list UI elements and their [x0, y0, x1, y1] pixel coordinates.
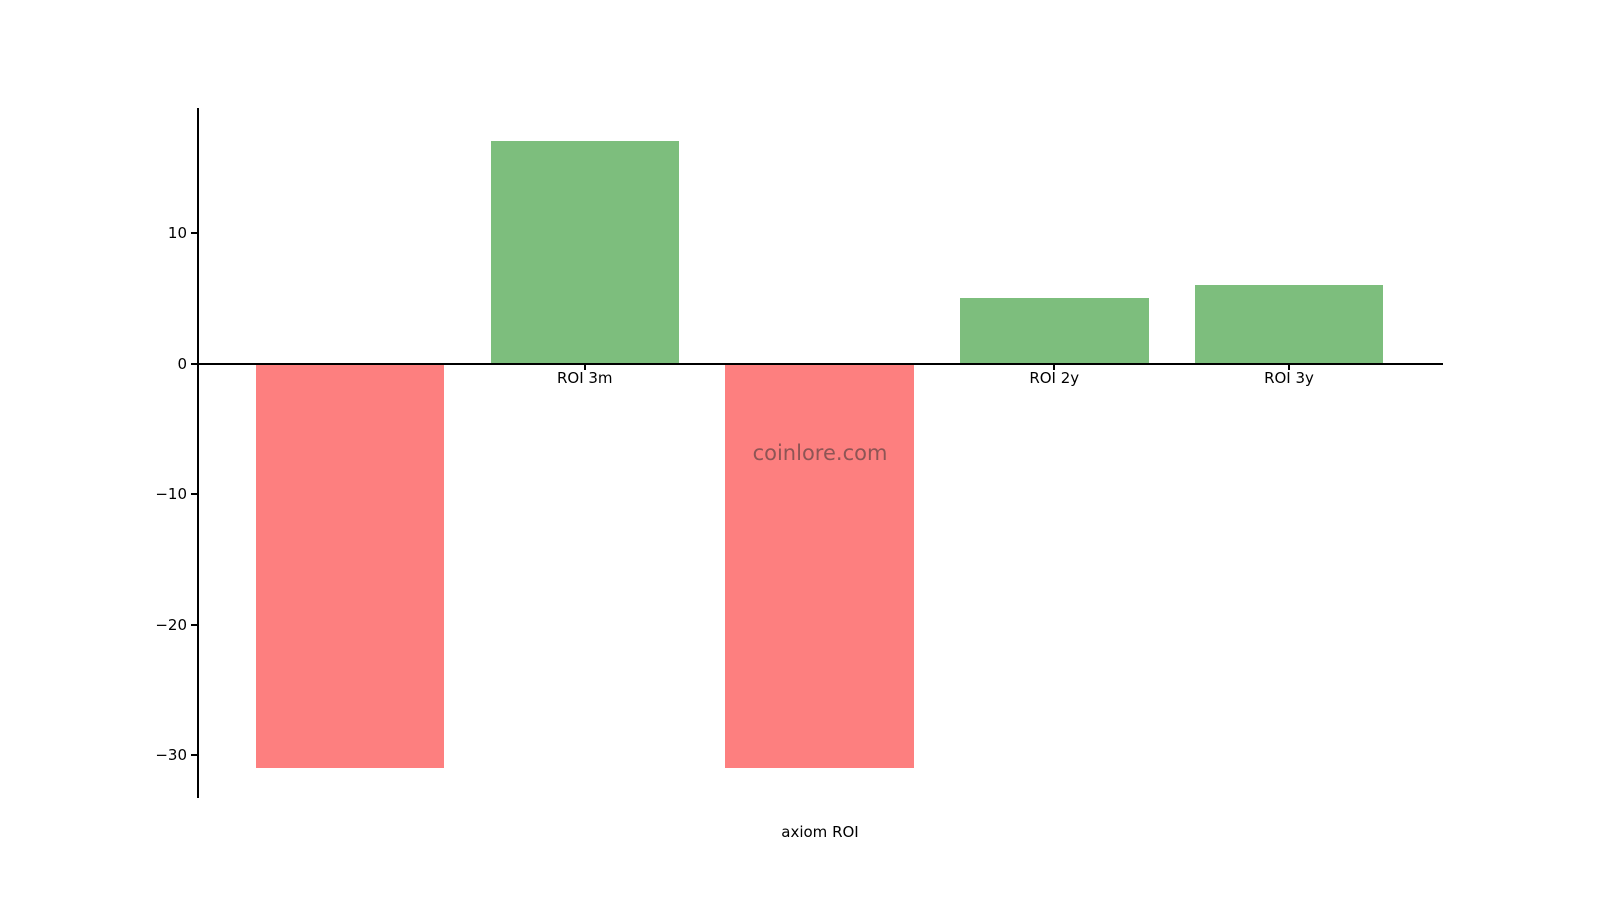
y-tick-label: −10	[155, 485, 187, 504]
y-tick-mark	[191, 231, 198, 234]
watermark-text: coinlore.com	[752, 441, 888, 465]
bar-positive	[1194, 285, 1384, 364]
y-tick-mark	[191, 362, 198, 365]
y-tick-mark	[191, 493, 198, 496]
bar-negative	[255, 363, 445, 769]
y-tick-label: −30	[155, 746, 187, 765]
x-tick-label: ROI 3m	[556, 368, 613, 387]
x-tick-mark	[583, 363, 586, 370]
x-axis-zero-line	[197, 362, 1443, 365]
x-tick-mark	[1053, 363, 1056, 370]
x-tick-mark	[1288, 363, 1290, 370]
y-tick-label: 0	[177, 354, 187, 373]
y-tick-mark	[191, 623, 198, 626]
bar-positive	[490, 141, 679, 364]
y-tick-label: 10	[167, 223, 187, 242]
chart-title: axiom ROI	[781, 823, 859, 841]
y-tick-label: −20	[155, 615, 187, 634]
x-tick-label: ROI 3y	[1264, 368, 1314, 387]
y-axis-spine	[197, 108, 199, 798]
y-tick-mark	[191, 754, 198, 757]
bar-positive	[960, 298, 1149, 364]
x-tick-label: ROI 2y	[1029, 368, 1080, 387]
bar-negative	[725, 363, 914, 769]
